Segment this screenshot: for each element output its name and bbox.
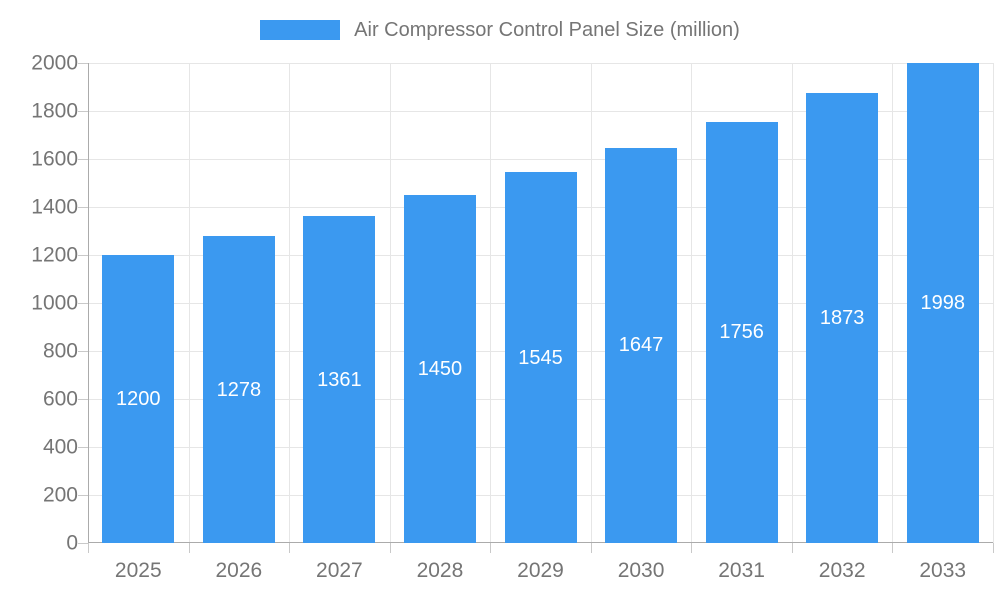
gridline-vertical xyxy=(892,63,894,543)
y-axis-tick xyxy=(78,495,88,496)
bar-value-label: 1873 xyxy=(819,307,865,330)
plot-area: 0 200 400 600 800 1000 1200 1400 1600 1800 2000 202… xyxy=(31,53,994,581)
legend-swatch-icon xyxy=(260,20,341,40)
x-axis-tick xyxy=(88,543,89,553)
x-tick-label: 2032 xyxy=(818,559,866,582)
legend-label: Air Compressor Control Panel Size (milli… xyxy=(354,19,740,41)
y-axis-tick xyxy=(78,399,88,400)
y-tick-label: 1400 xyxy=(31,195,78,219)
x-axis-tick xyxy=(389,543,391,553)
bar-value-label: 1361 xyxy=(317,368,362,391)
y-axis-line xyxy=(88,63,89,543)
x-axis-tick xyxy=(993,543,994,553)
y-axis-tick xyxy=(78,543,88,544)
y-axis-tick xyxy=(78,111,88,112)
y-axis-tick xyxy=(78,447,88,448)
bar: 1450 xyxy=(403,195,476,543)
x-tick-label: 2027 xyxy=(316,559,363,582)
x-tick-label: 2028 xyxy=(416,559,464,582)
x-tick-label: 2033 xyxy=(919,559,967,582)
x-tick-label: 2030 xyxy=(617,559,665,582)
x-axis-tick xyxy=(590,543,592,553)
bar: 1756 xyxy=(705,121,778,543)
y-tick-label: 0 xyxy=(66,531,78,555)
x-axis-tick xyxy=(289,543,291,553)
gridline-vertical xyxy=(289,63,291,543)
bar-value-label: 1200 xyxy=(116,388,161,410)
bar-value-label: 1998 xyxy=(920,292,965,315)
bar-value-label: 1450 xyxy=(417,358,463,380)
gridline-horizontal xyxy=(88,111,993,112)
bar: 1998 xyxy=(906,63,979,543)
y-tick-label: 400 xyxy=(42,435,78,459)
bar: 1361 xyxy=(303,216,376,543)
y-axis-tick xyxy=(78,351,88,352)
y-axis-tick xyxy=(78,255,88,256)
x-axis-tick xyxy=(490,543,492,553)
gridline-vertical xyxy=(490,63,492,543)
y-tick-label: 600 xyxy=(42,387,78,411)
bar: 1545 xyxy=(504,172,577,543)
bar: 1647 xyxy=(605,147,678,543)
gridline-horizontal xyxy=(88,159,993,160)
gridline-vertical xyxy=(389,63,391,543)
y-tick-label: 1200 xyxy=(31,243,78,267)
y-tick-label: 1800 xyxy=(31,99,78,123)
x-axis-tick xyxy=(791,543,793,553)
x-tick-label: 2025 xyxy=(114,559,162,582)
y-tick-label: 2000 xyxy=(31,51,78,75)
x-tick-label: 2026 xyxy=(215,559,263,582)
bar-value-label: 1756 xyxy=(719,321,764,344)
gridline-vertical xyxy=(791,63,793,543)
y-axis-tick xyxy=(78,207,88,208)
x-axis-tick xyxy=(691,543,693,553)
gridline-vertical xyxy=(590,63,592,543)
x-tick-label: 2029 xyxy=(517,559,564,582)
bar: 1200 xyxy=(102,255,175,543)
bar-value-label: 1545 xyxy=(518,346,563,369)
y-tick-label: 800 xyxy=(42,339,78,363)
bar: 1873 xyxy=(806,93,879,543)
y-axis-tick xyxy=(78,303,88,304)
bar: 1278 xyxy=(202,236,275,543)
gridline-vertical xyxy=(993,63,994,543)
x-tick-label: 2031 xyxy=(718,559,765,582)
y-tick-label: 1000 xyxy=(31,291,78,315)
gridline-vertical xyxy=(691,63,693,543)
y-axis-tick xyxy=(78,159,88,160)
gridline-horizontal xyxy=(88,63,993,64)
x-axis-tick xyxy=(892,543,894,553)
bar-value-label: 1278 xyxy=(216,378,262,401)
y-tick-label: 1600 xyxy=(31,147,78,171)
gridline-vertical xyxy=(188,63,190,543)
bar-value-label: 1647 xyxy=(618,334,664,357)
legend: Air Compressor Control Panel Size (milli… xyxy=(0,17,1000,43)
y-axis-tick xyxy=(78,63,88,64)
x-axis-tick xyxy=(188,543,190,553)
y-tick-label: 200 xyxy=(42,483,78,507)
